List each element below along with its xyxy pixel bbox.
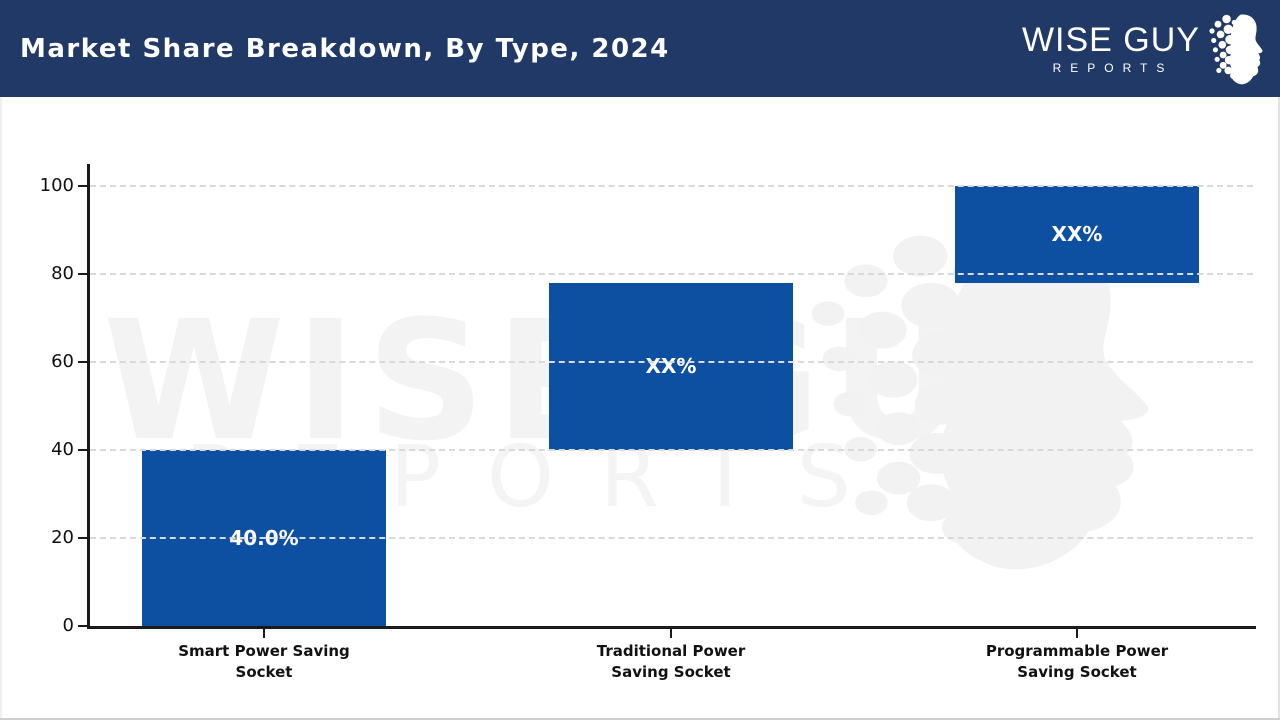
y-tick-mark	[78, 625, 87, 627]
page-title: Market Share Breakdown, By Type, 2024	[20, 33, 670, 64]
category-label: Programmable Power Saving Socket	[985, 642, 1169, 681]
category-label: Smart Power Saving Socket	[178, 642, 350, 681]
y-tick-mark	[78, 537, 87, 539]
x-tick-mark	[1076, 629, 1078, 638]
x-tick-mark	[670, 629, 672, 638]
gridline	[90, 449, 1253, 451]
logo-face-icon	[1209, 13, 1263, 84]
y-tick-label: 80	[51, 263, 74, 284]
logo-text-block: WISE GUY REPORTS	[1022, 23, 1200, 74]
logo-wordmark: WISE GUY	[1021, 21, 1200, 59]
bar-value-label: XX%	[645, 354, 697, 379]
logo-subtext: REPORTS	[1052, 61, 1174, 75]
gridline	[90, 361, 1253, 363]
y-tick-label: 40	[51, 439, 74, 460]
chart-plot-area: 40.0% XX% XX% 0 20 40 60 80 100 Smart Power Savin…	[0, 97, 1280, 720]
y-tick-mark	[78, 273, 87, 275]
bar-value-label: XX%	[1051, 222, 1103, 247]
header: Market Share Breakdown, By Type, 2024 WI…	[0, 0, 1280, 97]
logo: WISE GUY REPORTS	[1022, 10, 1266, 88]
y-tick-mark	[78, 361, 87, 363]
y-tick-label: 20	[51, 527, 74, 548]
gridline	[90, 185, 1253, 187]
bar: XX%	[955, 186, 1199, 283]
gridline	[90, 537, 1253, 539]
y-tick-label: 60	[51, 351, 74, 372]
y-axis	[87, 164, 90, 629]
x-axis	[87, 626, 1256, 629]
gridline	[90, 273, 1253, 275]
category-label: Traditional Power Saving Socket	[596, 642, 746, 681]
bar: XX%	[549, 282, 793, 450]
y-tick-label: 100	[39, 175, 74, 196]
y-tick-label: 0	[62, 615, 74, 636]
x-tick-mark	[263, 629, 265, 638]
y-tick-mark	[78, 449, 87, 451]
y-tick-mark	[78, 185, 87, 187]
